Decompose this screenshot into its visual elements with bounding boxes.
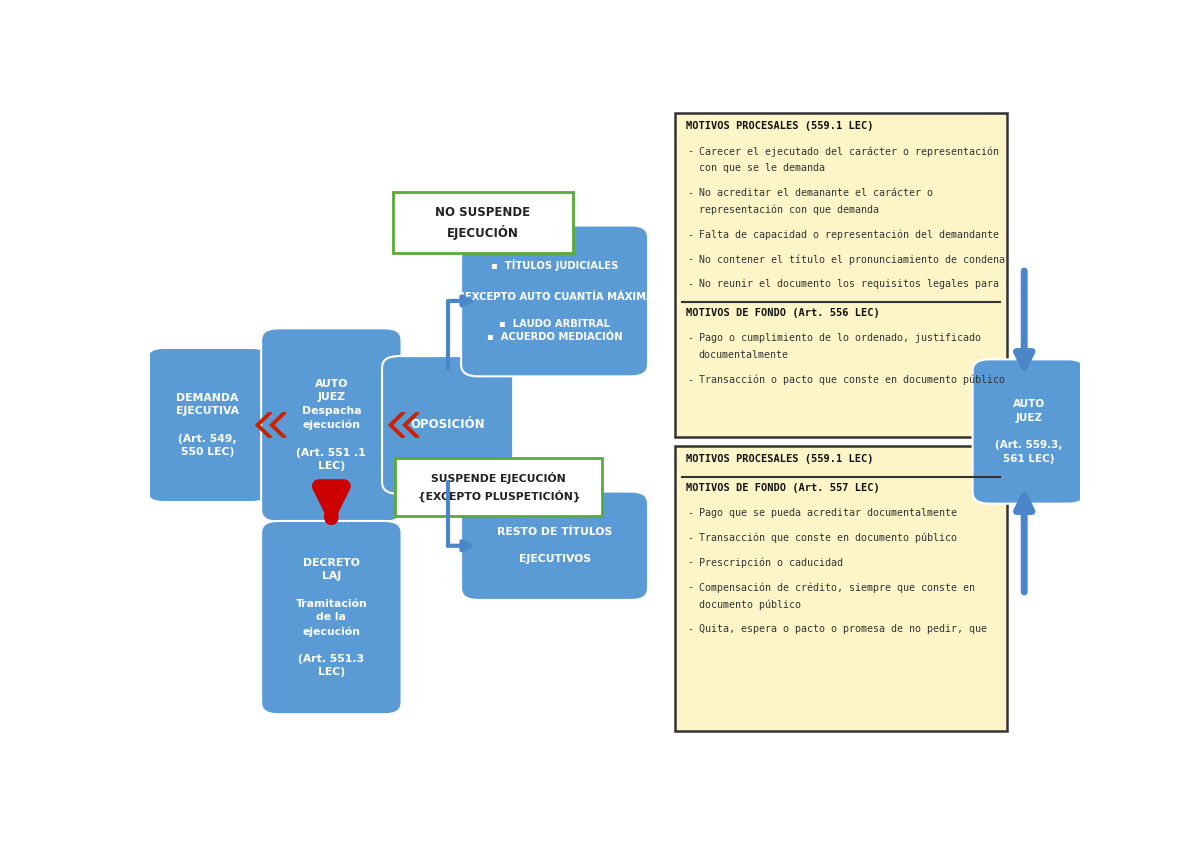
Text: -: -	[688, 508, 694, 518]
FancyBboxPatch shape	[146, 348, 269, 502]
Text: RESTO DE TÍTULOS

EJECUTIVOS: RESTO DE TÍTULOS EJECUTIVOS	[497, 527, 612, 565]
Text: MOTIVOS DE FONDO (Art. 556 LEC): MOTIVOS DE FONDO (Art. 556 LEC)	[685, 308, 880, 318]
FancyBboxPatch shape	[461, 492, 648, 600]
Text: -: -	[688, 188, 694, 198]
Text: -: -	[688, 624, 694, 634]
Polygon shape	[403, 413, 419, 437]
FancyBboxPatch shape	[262, 521, 402, 714]
Text: MOTIVOS DE FONDO (Art. 557 LEC): MOTIVOS DE FONDO (Art. 557 LEC)	[685, 483, 880, 493]
Text: AUTO
JUEZ

(Art. 559.3,
561 LEC): AUTO JUEZ (Art. 559.3, 561 LEC)	[995, 399, 1062, 464]
Text: MOTIVOS PROCESALES (559.1 LEC): MOTIVOS PROCESALES (559.1 LEC)	[685, 455, 874, 465]
Text: ▪  TÍTULOS JUDICIALES

   (EXCEPTO AUTO CUANTÍA MÁXIMA)

▪  LAUDO ARBITRAL
▪  AC: ▪ TÍTULOS JUDICIALES (EXCEPTO AUTO CUANT…	[450, 259, 659, 343]
FancyBboxPatch shape	[394, 192, 572, 253]
FancyBboxPatch shape	[676, 113, 1007, 437]
Text: AUTO
JUEZ
Despacha
ejecución

(Art. 551 .1
LEC): AUTO JUEZ Despacha ejecución (Art. 551 .…	[296, 379, 366, 471]
Text: Falta de capacidad o representación del demandante: Falta de capacidad o representación del …	[698, 230, 998, 240]
FancyBboxPatch shape	[262, 328, 402, 522]
Polygon shape	[389, 413, 404, 437]
Text: Quita, espera o pacto o promesa de no pedir, que: Quita, espera o pacto o promesa de no pe…	[698, 624, 986, 634]
Text: SUSPENDE EJECUCIÓN
{EXCEPTO PLUSPETICIÓN}: SUSPENDE EJECUCIÓN {EXCEPTO PLUSPETICIÓN…	[418, 472, 580, 502]
Text: documento público: documento público	[698, 600, 800, 610]
Text: Pago o cumplimiento de lo ordenado, justificado: Pago o cumplimiento de lo ordenado, just…	[698, 333, 980, 343]
FancyBboxPatch shape	[972, 360, 1085, 504]
Text: representación con que demanda: representación con que demanda	[698, 205, 878, 215]
Text: MOTIVOS PROCESALES (559.1 LEC): MOTIVOS PROCESALES (559.1 LEC)	[685, 121, 874, 131]
Text: No acreditar el demanante el carácter o: No acreditar el demanante el carácter o	[698, 188, 932, 198]
Text: Prescripción o caducidad: Prescripción o caducidad	[698, 557, 842, 568]
Text: -: -	[688, 230, 694, 240]
Text: Transacción que conste en documento público: Transacción que conste en documento públ…	[698, 533, 956, 544]
Text: -: -	[688, 333, 694, 343]
FancyBboxPatch shape	[382, 356, 514, 494]
Text: Compensación de crédito, siempre que conste en: Compensación de crédito, siempre que con…	[698, 583, 974, 593]
Text: NO SUSPENDE
EJECUCIÓN: NO SUSPENDE EJECUCIÓN	[436, 205, 530, 239]
Polygon shape	[256, 413, 271, 437]
Text: Pago que se pueda acreditar documentalmente: Pago que se pueda acreditar documentalme…	[698, 508, 956, 518]
Text: documentalmente: documentalmente	[698, 350, 788, 360]
Text: -: -	[688, 279, 694, 289]
Text: No reunir el documento los requisitos legales para: No reunir el documento los requisitos le…	[698, 279, 998, 289]
Text: DECRETO
LAJ

Tramitación
de la
ejecución

(Art. 551.3
LEC): DECRETO LAJ Tramitación de la ejecución …	[295, 558, 367, 678]
Text: -: -	[688, 375, 694, 385]
Text: -: -	[688, 583, 694, 593]
Text: No contener el título el pronunciamiento de condena: No contener el título el pronunciamiento…	[698, 254, 1004, 265]
Text: con que se le demanda: con que se le demanda	[698, 163, 824, 173]
Text: Carecer el ejecutado del carácter o representación: Carecer el ejecutado del carácter o repr…	[698, 146, 998, 157]
FancyBboxPatch shape	[676, 446, 1007, 731]
Text: -: -	[688, 557, 694, 567]
FancyBboxPatch shape	[461, 226, 648, 377]
FancyBboxPatch shape	[395, 458, 602, 516]
Text: -: -	[688, 254, 694, 265]
Text: DEMANDA
EJECUTIVA

(Art. 549,
550 LEC): DEMANDA EJECUTIVA (Art. 549, 550 LEC)	[176, 393, 239, 457]
Text: -: -	[688, 146, 694, 156]
Text: Transacción o pacto que conste en documento público: Transacción o pacto que conste en docume…	[698, 375, 1004, 385]
Text: OPOSICIÓN: OPOSICIÓN	[410, 418, 485, 432]
Text: -: -	[688, 533, 694, 543]
Polygon shape	[270, 413, 286, 437]
